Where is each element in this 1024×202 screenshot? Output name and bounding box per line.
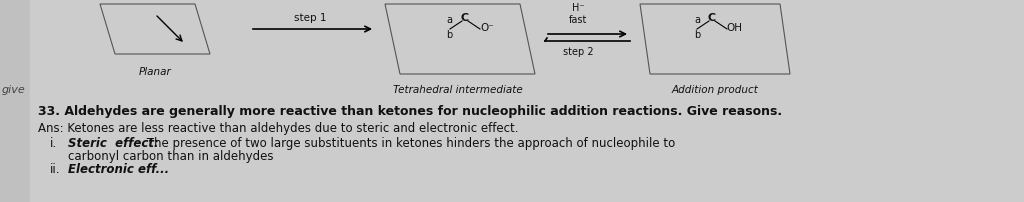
- Text: Tetrahedral intermediate: Tetrahedral intermediate: [393, 85, 523, 95]
- Text: carbonyl carbon than in aldehydes: carbonyl carbon than in aldehydes: [68, 149, 273, 162]
- Text: ii.: ii.: [50, 162, 60, 175]
- Text: fast: fast: [568, 15, 587, 25]
- Text: C: C: [708, 13, 716, 23]
- Text: step 1: step 1: [294, 13, 327, 23]
- Text: Ans: Ketones are less reactive than aldehydes due to steric and electronic effec: Ans: Ketones are less reactive than alde…: [38, 121, 518, 134]
- Text: O⁻: O⁻: [480, 23, 494, 33]
- Text: Electronic eff...: Electronic eff...: [68, 162, 169, 175]
- Text: Steric  effect:: Steric effect:: [68, 136, 159, 149]
- Text: b: b: [445, 30, 452, 40]
- Text: step 2: step 2: [562, 47, 593, 57]
- Text: a: a: [446, 15, 452, 25]
- Text: OH: OH: [726, 23, 742, 33]
- Text: Planar: Planar: [138, 67, 171, 77]
- Text: Addition product: Addition product: [672, 85, 759, 95]
- Text: b: b: [693, 30, 700, 40]
- Text: 33. Aldehydes are generally more reactive than ketones for nucleophilic addition: 33. Aldehydes are generally more reactiv…: [38, 104, 782, 117]
- Text: give: give: [2, 85, 26, 95]
- Text: H⁻: H⁻: [571, 3, 585, 13]
- Text: i.: i.: [50, 136, 57, 149]
- Text: The presence of two large substituents in ketones hinders the approach of nucleo: The presence of two large substituents i…: [143, 136, 675, 149]
- Text: C: C: [461, 13, 469, 23]
- Text: a: a: [694, 15, 700, 25]
